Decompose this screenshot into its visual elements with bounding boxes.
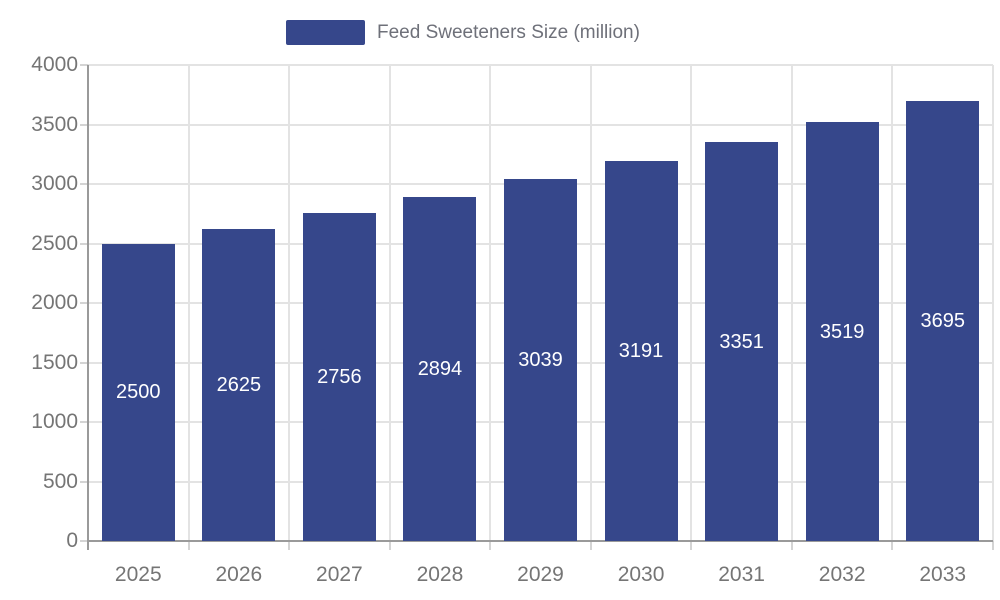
x-gridline (288, 65, 291, 541)
y-tick-label: 2500 (31, 231, 78, 255)
y-tick-mark (80, 64, 88, 66)
x-tick-mark (388, 541, 391, 550)
bar[interactable] (202, 228, 276, 541)
y-tick-mark (80, 421, 88, 423)
legend-label: Feed Sweeteners Size (million) (377, 22, 640, 43)
x-tick-label: 2029 (517, 563, 564, 586)
bar[interactable] (101, 243, 175, 541)
x-gridline (589, 65, 592, 541)
y-gridline (88, 64, 993, 66)
bar[interactable] (604, 161, 678, 541)
x-gridline (690, 65, 693, 541)
y-tick-label: 1000 (31, 410, 78, 433)
x-tick-mark (589, 541, 592, 550)
y-tick-label: 3500 (31, 112, 78, 136)
x-tick-label: 2025 (114, 563, 162, 586)
x-gridline (790, 65, 793, 541)
x-tick-mark (288, 541, 291, 550)
x-tick-label: 2031 (718, 563, 765, 586)
y-tick-label: 2000 (31, 291, 78, 314)
y-tick-label: 3000 (31, 172, 78, 195)
x-tick-label: 2027 (316, 563, 363, 586)
x-tick-mark (87, 541, 89, 550)
y-tick-mark (80, 302, 88, 304)
x-tick-mark (489, 541, 492, 550)
bar[interactable] (906, 101, 980, 541)
y-tick-mark (80, 183, 88, 185)
x-gridline (992, 65, 994, 541)
y-tick-label: 1500 (31, 350, 78, 374)
x-tick-label: 2030 (617, 563, 665, 586)
y-axis-line (87, 65, 89, 541)
x-tick-label: 2032 (818, 563, 866, 586)
x-tick-mark (690, 541, 693, 550)
x-tick-mark (187, 541, 190, 550)
x-tick-mark (992, 541, 994, 550)
x-axis-line (88, 540, 993, 542)
x-tick-label: 2026 (215, 563, 263, 586)
y-tick-mark (80, 242, 88, 245)
y-tick-mark (80, 540, 88, 542)
x-tick-label: 2028 (416, 563, 464, 586)
y-tick-label: 500 (42, 469, 78, 493)
bar[interactable] (302, 213, 376, 541)
x-gridline (489, 65, 492, 541)
bar[interactable] (805, 122, 879, 541)
bar[interactable] (504, 179, 577, 541)
y-tick-label: 0 (66, 529, 78, 552)
bar[interactable] (705, 142, 779, 541)
x-gridline (187, 65, 190, 541)
x-gridline (388, 65, 391, 541)
bar[interactable] (403, 196, 477, 541)
y-gridline (88, 123, 993, 126)
y-tick-mark (80, 123, 88, 126)
x-tick-label: 2033 (919, 563, 967, 586)
x-tick-mark (891, 541, 894, 550)
legend[interactable]: Feed Sweeteners Size (million) (286, 20, 640, 45)
y-tick-mark (80, 361, 88, 364)
x-tick-mark (790, 541, 793, 550)
legend-swatch (286, 20, 365, 45)
y-tick-mark (80, 480, 88, 483)
y-tick-label: 4000 (31, 53, 78, 76)
x-gridline (891, 65, 894, 541)
